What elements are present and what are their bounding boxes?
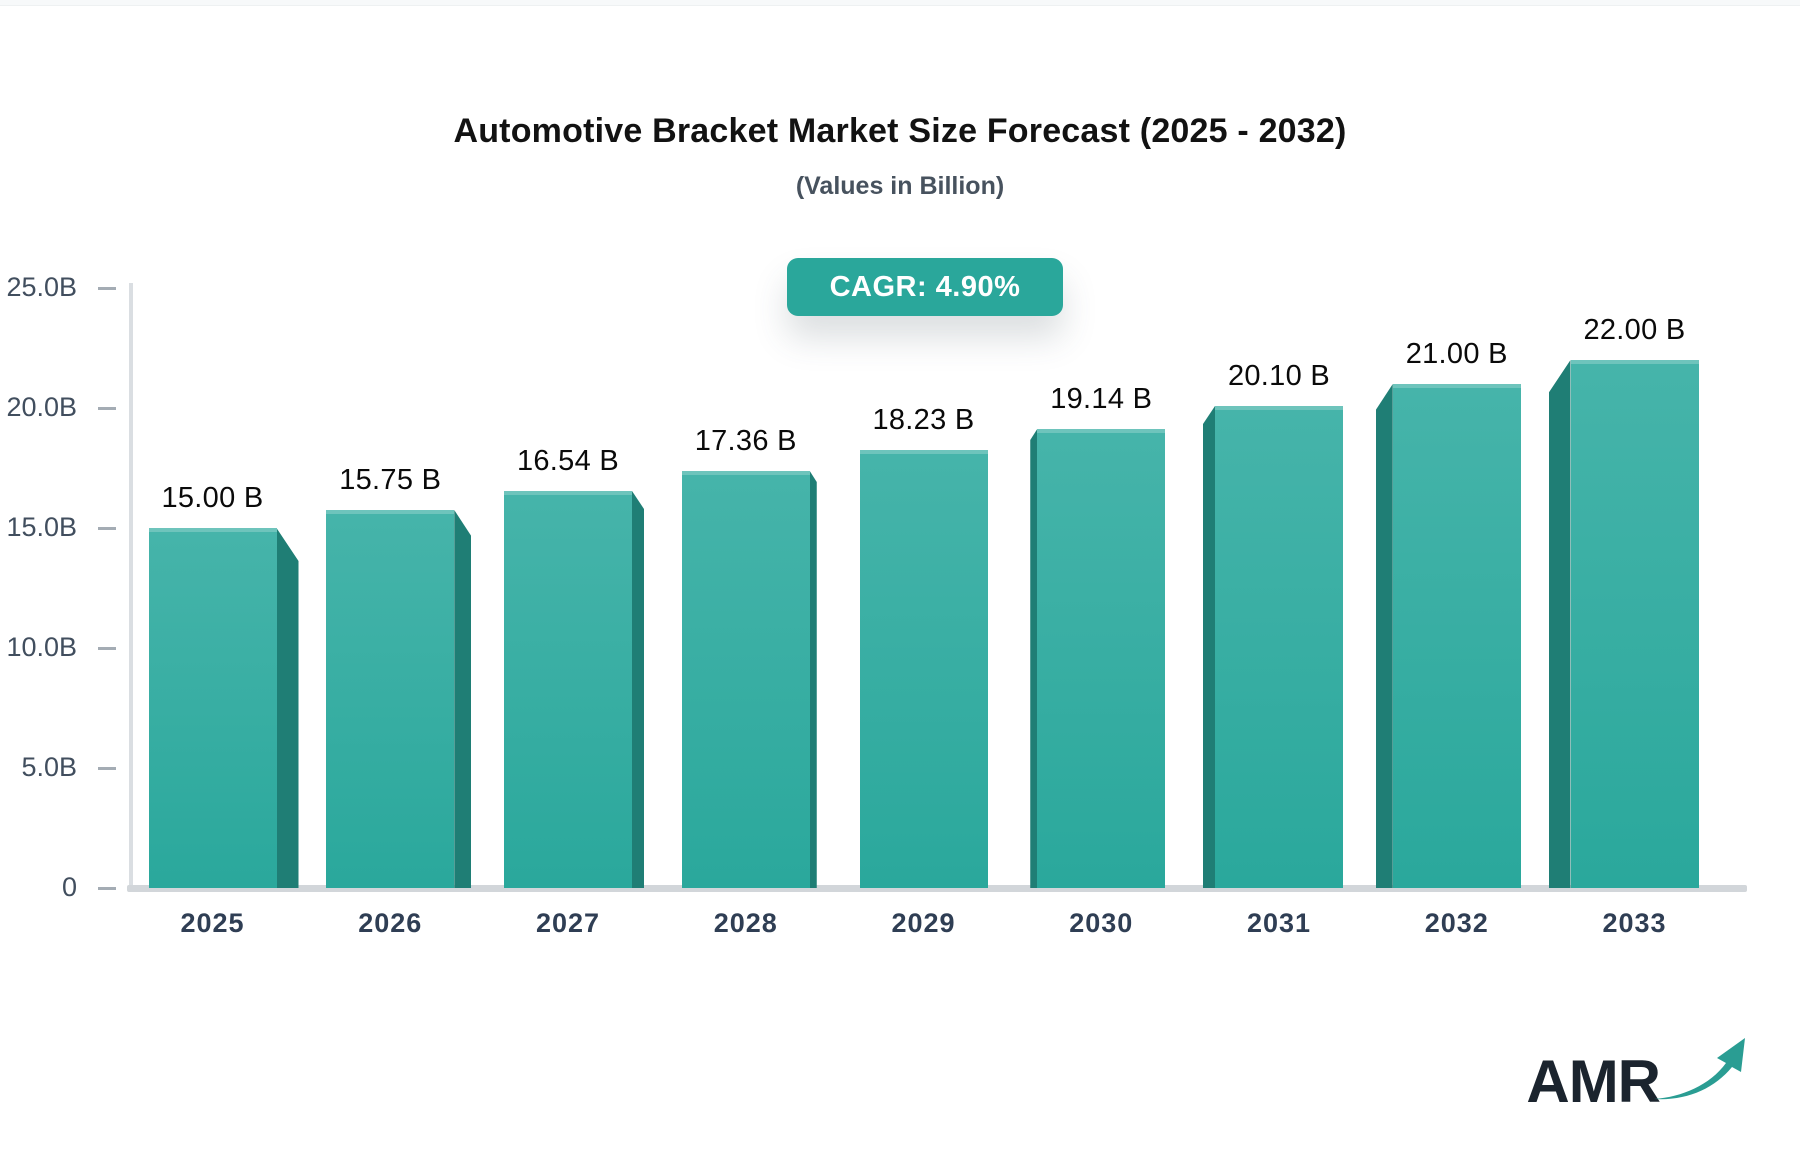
bar-2033 bbox=[1570, 360, 1699, 888]
y-tick-mark bbox=[98, 767, 116, 770]
y-tick-mark bbox=[98, 887, 116, 890]
y-axis-line bbox=[129, 283, 133, 888]
y-tick-label: 25.0B bbox=[6, 272, 77, 302]
x-axis-label-2028: 2028 bbox=[713, 908, 778, 938]
bar-value-label: 20.10 B bbox=[1227, 360, 1331, 392]
bar-value-label: 15.00 B bbox=[161, 482, 264, 514]
bar-2027 bbox=[504, 491, 632, 888]
y-tick-label: 10.0B bbox=[6, 632, 77, 662]
bar-value-label: 22.00 B bbox=[1583, 314, 1686, 346]
bar-side-2030 bbox=[1030, 429, 1038, 888]
bar-value-label: 19.14 B bbox=[1050, 383, 1153, 415]
x-axis-label-2026: 2026 bbox=[358, 908, 423, 938]
y-tick-label: 5.0B bbox=[21, 752, 77, 782]
amr-logo: AMR bbox=[1526, 1033, 1748, 1112]
bar-2030 bbox=[1037, 429, 1166, 888]
x-axis-label-2030: 2030 bbox=[1069, 908, 1134, 938]
cagr-badge: CAGR: 4.90% bbox=[787, 258, 1063, 316]
x-axis-label-2027: 2027 bbox=[535, 908, 601, 938]
y-tick-mark bbox=[98, 287, 116, 290]
y-tick-label: 20.0B bbox=[6, 392, 77, 422]
bar-value-label: 21.00 B bbox=[1405, 338, 1508, 370]
bar-side-2026 bbox=[454, 510, 472, 888]
bar-2025 bbox=[148, 528, 277, 888]
bar-side-2025 bbox=[276, 528, 299, 888]
bar-side-2031 bbox=[1203, 406, 1215, 888]
y-tick-mark bbox=[98, 527, 116, 530]
bar-value-label: 16.54 B bbox=[516, 445, 620, 477]
page-top-strip bbox=[0, 0, 1800, 6]
y-tick-mark bbox=[98, 407, 116, 410]
x-axis-label-2031: 2031 bbox=[1246, 908, 1312, 938]
bar-value-label: 17.36 B bbox=[694, 425, 797, 457]
bar-value-label: 15.75 B bbox=[339, 464, 442, 496]
bar-2031 bbox=[1215, 406, 1343, 888]
x-axis-label-2029: 2029 bbox=[891, 908, 956, 938]
bar-2032 bbox=[1392, 384, 1521, 888]
bar-2028 bbox=[681, 471, 810, 888]
x-axis-label-2025: 2025 bbox=[180, 908, 245, 938]
bar-2029 bbox=[859, 450, 988, 888]
growth-arrow-icon bbox=[1652, 1033, 1748, 1110]
y-tick-mark bbox=[98, 647, 116, 650]
bar-side-2032 bbox=[1375, 384, 1393, 888]
x-axis-label-2032: 2032 bbox=[1424, 908, 1489, 938]
bar-side-2033 bbox=[1548, 360, 1571, 888]
y-tick-label: 0 bbox=[61, 872, 77, 902]
bar-side-2028 bbox=[809, 471, 817, 888]
chart-subtitle: (Values in Billion) bbox=[795, 172, 1005, 200]
bar-side-2027 bbox=[632, 491, 644, 888]
bar-2026 bbox=[326, 510, 455, 888]
y-tick-label: 15.0B bbox=[6, 512, 77, 542]
amr-logo-text: AMR bbox=[1526, 1048, 1661, 1115]
bar-value-label: 18.23 B bbox=[872, 404, 975, 436]
x-axis-baseline bbox=[127, 885, 1747, 892]
x-axis-label-2033: 2033 bbox=[1602, 908, 1667, 938]
chart-title: Automotive Bracket Market Size Forecast … bbox=[453, 112, 1347, 150]
cagr-badge-label: CAGR: 4.90% bbox=[829, 270, 1021, 303]
